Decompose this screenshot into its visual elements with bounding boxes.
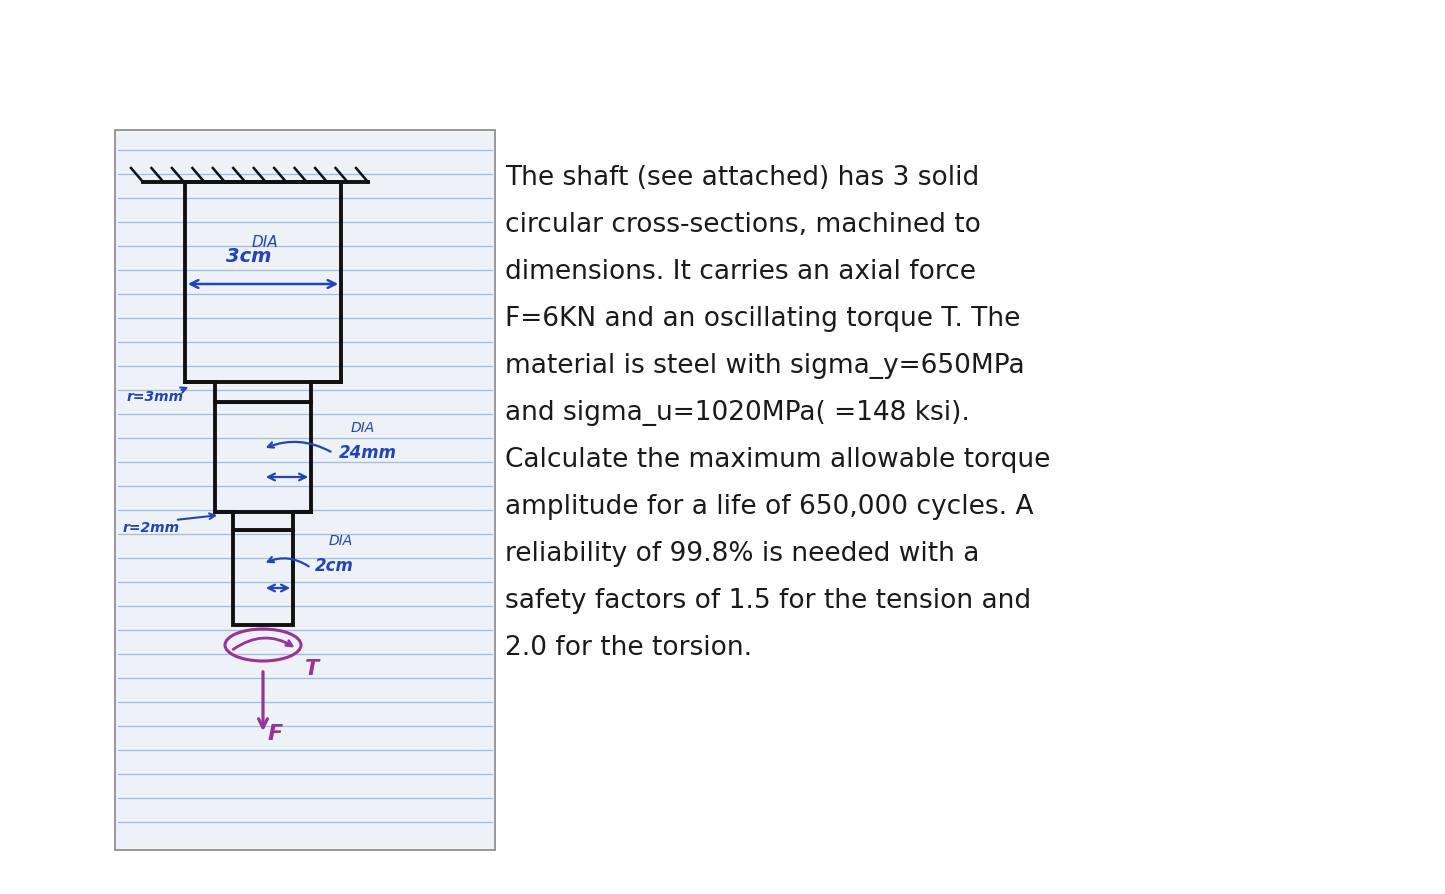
Text: T: T — [305, 659, 319, 679]
Text: 2.0 for the torsion.: 2.0 for the torsion. — [504, 635, 753, 661]
Text: F: F — [267, 724, 283, 744]
Text: DIA: DIA — [351, 421, 376, 435]
Text: Calculate the maximum allowable torque: Calculate the maximum allowable torque — [504, 447, 1051, 473]
Text: and sigma_u=1020MPa( =148 ksi).: and sigma_u=1020MPa( =148 ksi). — [504, 400, 970, 426]
Text: r=3mm: r=3mm — [127, 390, 184, 404]
Text: dimensions. It carries an axial force: dimensions. It carries an axial force — [504, 259, 975, 285]
Text: The shaft (see attached) has 3 solid: The shaft (see attached) has 3 solid — [504, 165, 980, 191]
Bar — [116, 130, 496, 850]
Text: F=6KN and an oscillating torque T. The: F=6KN and an oscillating torque T. The — [504, 306, 1020, 332]
Text: 2cm: 2cm — [315, 557, 354, 575]
Text: r=2mm: r=2mm — [123, 521, 181, 535]
Text: DIA: DIA — [251, 235, 279, 250]
Text: DIA: DIA — [329, 534, 353, 548]
Text: circular cross-sections, machined to: circular cross-sections, machined to — [504, 212, 981, 238]
Bar — [185, 182, 341, 382]
Text: safety factors of 1.5 for the tension and: safety factors of 1.5 for the tension an… — [504, 588, 1032, 614]
Text: amplitude for a life of 650,000 cycles. A: amplitude for a life of 650,000 cycles. … — [504, 494, 1033, 520]
Bar — [233, 530, 293, 625]
Text: material is steel with sigma_y=650MPa: material is steel with sigma_y=650MPa — [504, 353, 1025, 379]
Text: 3cm: 3cm — [227, 247, 272, 266]
Bar — [215, 402, 311, 512]
Text: reliability of 99.8% is needed with a: reliability of 99.8% is needed with a — [504, 541, 980, 567]
Text: 24mm: 24mm — [340, 444, 397, 462]
